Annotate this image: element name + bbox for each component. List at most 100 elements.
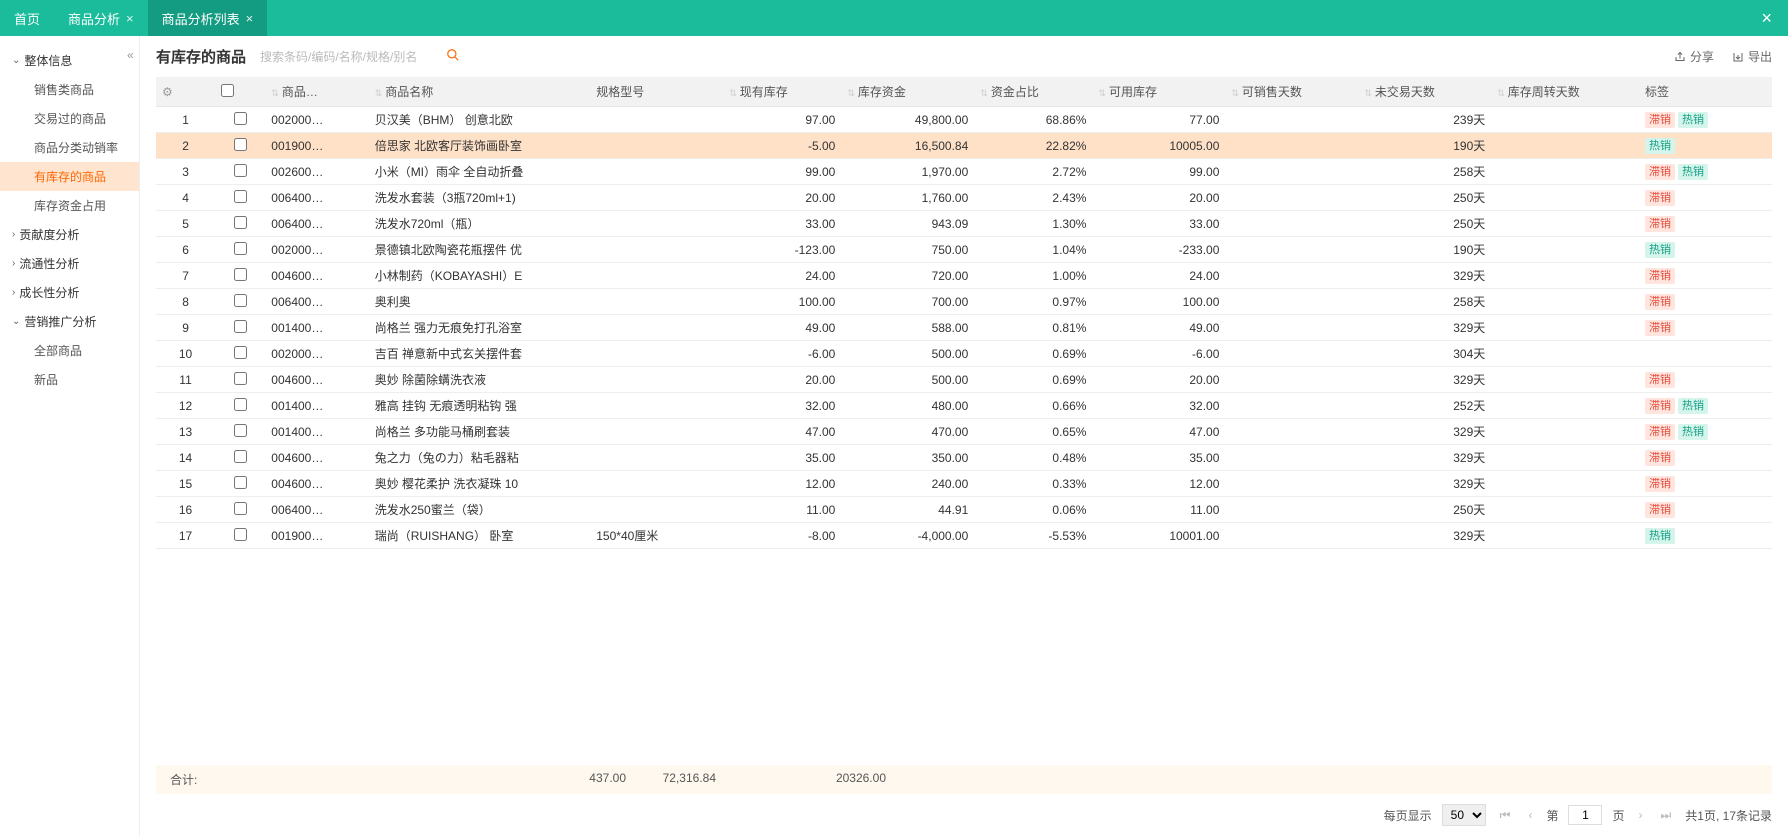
table-row[interactable]: 12001400…雅高 挂钩 无痕透明粘钩 强32.00480.000.66%3…	[156, 393, 1772, 419]
cell-pct: 68.86%	[974, 107, 1092, 133]
table-row[interactable]: 6002000…景德镇北欧陶瓷花瓶摆件 优-123.00750.001.04%-…	[156, 237, 1772, 263]
row-checkbox[interactable]	[234, 398, 247, 411]
col-tags: 标签	[1639, 77, 1772, 107]
per-page-select[interactable]: 50	[1442, 804, 1486, 826]
row-checkbox[interactable]	[234, 268, 247, 281]
table-row[interactable]: 14004600…兔之力（兔の力）粘毛器粘35.00350.000.48%35.…	[156, 445, 1772, 471]
nav-item-销售类商品[interactable]: 销售类商品	[0, 75, 139, 104]
cell-stock: 20.00	[723, 367, 841, 393]
close-tab-icon[interactable]: ×	[246, 11, 254, 26]
cell-turndays	[1491, 107, 1639, 133]
nav-group-流通性分析[interactable]: ›流通性分析	[0, 249, 139, 278]
table-row[interactable]: 16006400…洗发水250蜜兰（袋）11.0044.910.06%11.00…	[156, 497, 1772, 523]
row-checkbox[interactable]	[234, 242, 247, 255]
close-all-tabs-icon[interactable]: ×	[1753, 0, 1780, 36]
row-checkbox[interactable]	[234, 476, 247, 489]
col-name[interactable]: ⇅商品名称	[369, 77, 591, 107]
search-input[interactable]	[260, 50, 440, 64]
col-nodeal[interactable]: ⇅未交易天数	[1358, 77, 1491, 107]
table-row[interactable]: 9001400…尚格兰 强力无痕免打孔浴室49.00588.000.81%49.…	[156, 315, 1772, 341]
cell-gear: 17	[156, 523, 215, 549]
row-checkbox[interactable]	[234, 190, 247, 203]
row-checkbox[interactable]	[234, 216, 247, 229]
cell-saledays	[1225, 393, 1358, 419]
nav-item-有库存的商品[interactable]: 有库存的商品	[0, 162, 139, 191]
row-checkbox[interactable]	[234, 294, 247, 307]
cell-pct: 0.97%	[974, 289, 1092, 315]
nav-group-营销推广分析[interactable]: ⌄营销推广分析	[0, 307, 139, 336]
gear-icon[interactable]: ⚙	[162, 85, 173, 99]
row-checkbox[interactable]	[234, 502, 247, 515]
select-all-checkbox[interactable]	[221, 84, 234, 97]
total-nodeal	[976, 771, 1066, 788]
table-row[interactable]: 8006400…奥利奥100.00700.000.97%100.00258天滞销	[156, 289, 1772, 315]
nav-group-成长性分析[interactable]: ›成长性分析	[0, 278, 139, 307]
prev-page-icon[interactable]: ‹	[1524, 808, 1536, 822]
tab-首页[interactable]: 首页	[0, 0, 54, 36]
tab-商品分析[interactable]: 商品分析×	[54, 0, 148, 36]
table-row[interactable]: 15004600…奥妙 樱花柔护 洗衣凝珠 1012.00240.000.33%…	[156, 471, 1772, 497]
cell-saledays	[1225, 107, 1358, 133]
cell-gear: 13	[156, 419, 215, 445]
next-page-icon[interactable]: ›	[1634, 808, 1646, 822]
table-row[interactable]: 2001900…倍思家 北欧客厅装饰画卧室-5.0016,500.8422.82…	[156, 133, 1772, 159]
cell-chk	[215, 159, 265, 185]
last-page-icon[interactable]: ⏭	[1656, 808, 1675, 823]
cell-nodeal: 304天	[1358, 341, 1491, 367]
search-icon[interactable]	[446, 48, 460, 65]
row-checkbox[interactable]	[234, 450, 247, 463]
share-button[interactable]: 分享	[1674, 48, 1714, 65]
close-tab-icon[interactable]: ×	[126, 11, 134, 26]
row-checkbox[interactable]	[234, 320, 247, 333]
col-turndays[interactable]: ⇅库存周转天数	[1491, 77, 1639, 107]
total-chk	[202, 771, 236, 788]
cell-saledays	[1225, 497, 1358, 523]
table-row[interactable]: 10002000…吉百 禅意新中式玄关摆件套-6.00500.000.69%-6…	[156, 341, 1772, 367]
chevron-right-icon: ›	[12, 258, 15, 269]
chevron-right-icon: ›	[12, 229, 15, 240]
total-name	[306, 771, 456, 788]
cell-fund: 240.00	[841, 471, 974, 497]
col-pct[interactable]: ⇅资金占比	[974, 77, 1092, 107]
row-checkbox[interactable]	[234, 346, 247, 359]
nav-item-库存资金占用[interactable]: 库存资金占用	[0, 191, 139, 220]
nav-item-商品分类动销率[interactable]: 商品分类动销率	[0, 133, 139, 162]
col-saledays[interactable]: ⇅可销售天数	[1225, 77, 1358, 107]
table-row[interactable]: 11004600…奥妙 除菌除螨洗衣液20.00500.000.69%20.00…	[156, 367, 1772, 393]
row-checkbox[interactable]	[234, 424, 247, 437]
table-row[interactable]: 4006400…洗发水套装（3瓶720ml+1)20.001,760.002.4…	[156, 185, 1772, 211]
cell-nodeal: 190天	[1358, 133, 1491, 159]
nav-item-新品[interactable]: 新品	[0, 365, 139, 394]
row-checkbox[interactable]	[234, 528, 247, 541]
col-stock[interactable]: ⇅现有库存	[723, 77, 841, 107]
col-code[interactable]: ⇅商品…	[265, 77, 368, 107]
row-checkbox[interactable]	[234, 112, 247, 125]
cell-turndays	[1491, 419, 1639, 445]
sort-icon: ⇅	[1497, 88, 1505, 98]
table-row[interactable]: 1002000…贝汉美（BHM） 创意北欧97.0049,800.0068.86…	[156, 107, 1772, 133]
table-row[interactable]: 17001900…瑞尚（RUISHANG） 卧室150*40厘米-8.00-4,…	[156, 523, 1772, 549]
nav-item-交易过的商品[interactable]: 交易过的商品	[0, 104, 139, 133]
tab-商品分析列表[interactable]: 商品分析列表×	[148, 0, 268, 36]
table-row[interactable]: 13001400…尚格兰 多功能马桶刷套装 47.00470.000.65%47…	[156, 419, 1772, 445]
cell-saledays	[1225, 263, 1358, 289]
col-label: 商品名称	[385, 85, 433, 99]
col-avail[interactable]: ⇅可用库存	[1092, 77, 1225, 107]
table-row[interactable]: 3002600…小米（MI）雨伞 全自动折叠99.001,970.002.72%…	[156, 159, 1772, 185]
row-checkbox[interactable]	[234, 164, 247, 177]
nav-group-贡献度分析[interactable]: ›贡献度分析	[0, 220, 139, 249]
first-page-icon[interactable]: ⏮	[1496, 808, 1515, 823]
export-button[interactable]: 导出	[1732, 48, 1772, 65]
page-input[interactable]	[1568, 805, 1602, 825]
nav-item-全部商品[interactable]: 全部商品	[0, 336, 139, 365]
cell-avail: 99.00	[1092, 159, 1225, 185]
nav-group-整体信息[interactable]: ⌄整体信息	[0, 46, 139, 75]
cell-fund: 750.00	[841, 237, 974, 263]
tag-热销: 热销	[1645, 138, 1675, 154]
row-checkbox[interactable]	[234, 372, 247, 385]
table-row[interactable]: 7004600…小林制药（KOBAYASHI）E24.00720.001.00%…	[156, 263, 1772, 289]
table-row[interactable]: 5006400…洗发水720ml（瓶）33.00943.091.30%33.00…	[156, 211, 1772, 237]
row-checkbox[interactable]	[234, 138, 247, 151]
col-fund[interactable]: ⇅库存资金	[841, 77, 974, 107]
collapse-sidebar-icon[interactable]: «	[127, 48, 143, 64]
